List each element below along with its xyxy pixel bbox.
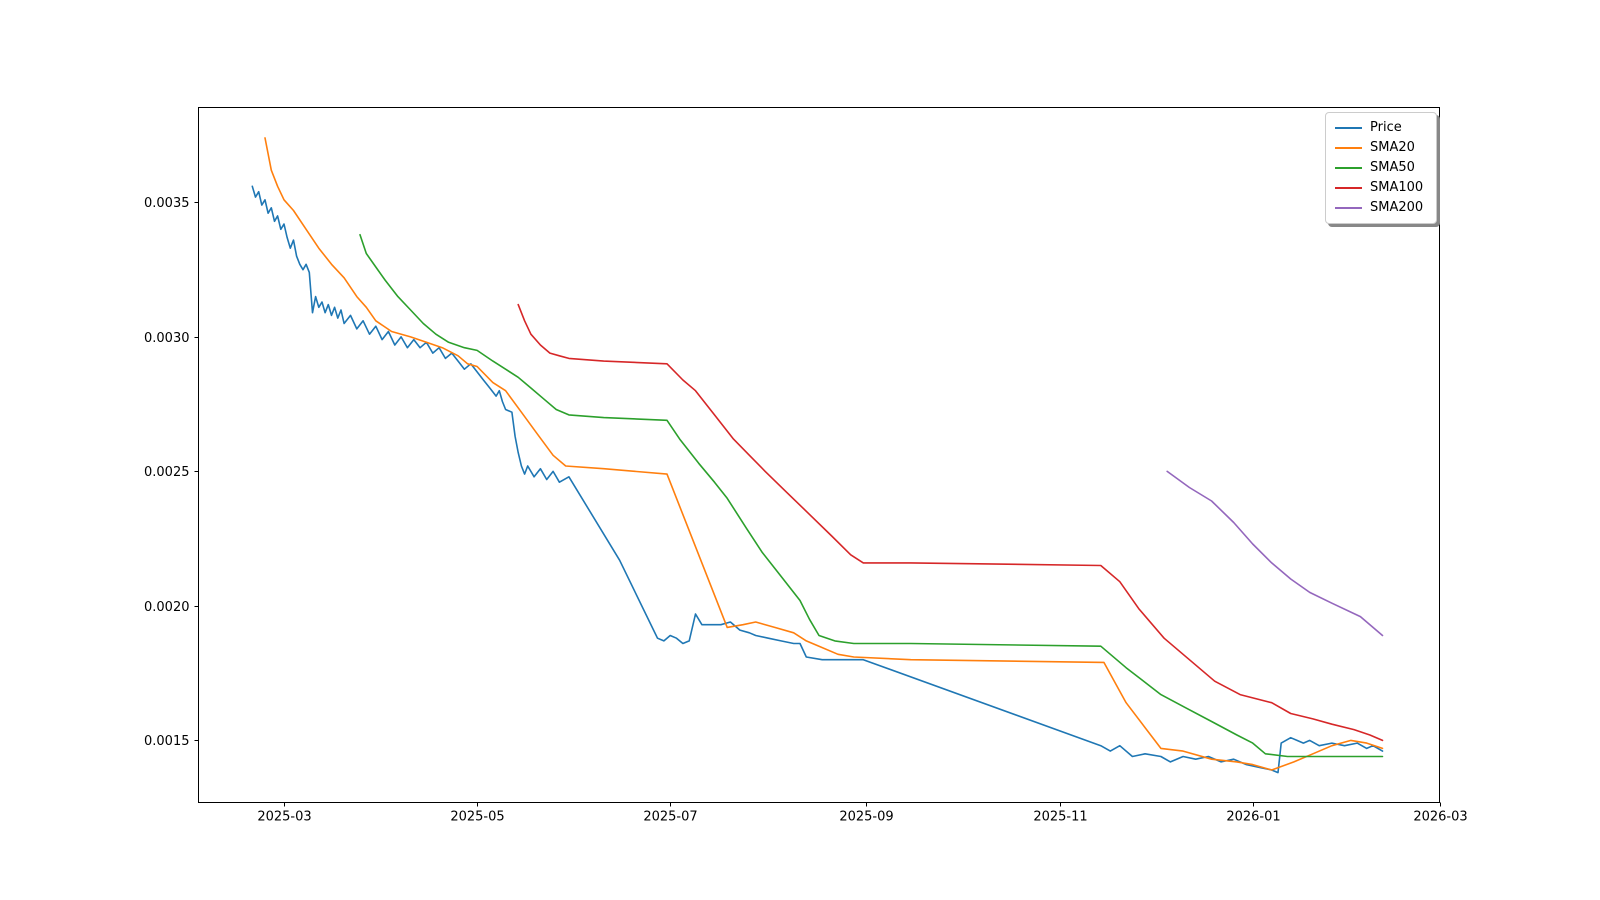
legend-entry-sma50: SMA50 [1326,158,1436,178]
x-tick-label: 2025-07 [643,809,697,824]
y-tick-label: 0.0025 [144,465,190,480]
legend-entry-sma100: SMA100 [1326,178,1436,198]
y-tick-label: 0.0020 [144,600,190,615]
legend-label: Price [1370,120,1402,135]
legend-label: SMA200 [1370,200,1424,215]
legend-label: SMA50 [1370,160,1415,175]
legend-label: SMA20 [1370,140,1415,155]
legend-line-swatch-sma200 [1335,207,1362,209]
legend-entry-sma20: SMA20 [1326,138,1436,158]
legend-entry-price: Price [1326,118,1436,138]
legend-entry-sma200: SMA200 [1326,198,1436,218]
series-line-sma100 [517,303,1384,742]
y-tick-label: 0.0015 [144,734,190,749]
y-tick-label: 0.0030 [144,331,190,346]
legend-line-swatch-sma50 [1335,167,1362,169]
series-line-price [251,185,1384,774]
series-line-sma50 [359,233,1384,758]
legend-label: SMA100 [1370,180,1424,195]
plot-frame [198,107,1440,803]
y-tick-label: 0.0035 [144,196,190,211]
series-line-sma20 [264,137,1384,771]
x-tick-label: 2025-05 [450,809,504,824]
x-tick-label: 2025-11 [1033,809,1087,824]
legend-line-swatch-sma20 [1335,147,1362,149]
series-line-sma200 [1166,470,1384,637]
legend-line-swatch-price [1335,127,1362,129]
x-tick-label: 2025-09 [839,809,893,824]
x-tick-label: 2026-03 [1413,809,1467,824]
x-tick-label: 2026-01 [1226,809,1280,824]
legend-line-swatch-sma100 [1335,187,1362,189]
x-tick-label: 2025-03 [257,809,311,824]
chart-legend: Price SMA20 SMA50 SMA100 SMA200 [1325,112,1437,224]
